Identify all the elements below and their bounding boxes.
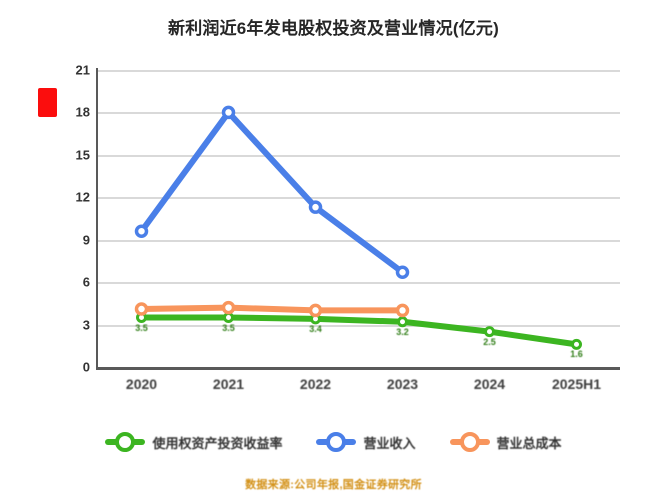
gridline: [98, 154, 620, 157]
x-axis-line: [96, 367, 620, 370]
y-axis-tick-labels: 0 3 6 9 12 15 18 21: [40, 63, 90, 375]
y-tick-label: 12: [75, 189, 90, 205]
legend-label: 使用权资产投资收益率: [152, 435, 283, 451]
x-tick-label: 2021: [212, 376, 245, 392]
y-tick-label: 9: [82, 232, 90, 248]
legend-item-1[interactable]: 营业收入: [316, 432, 416, 452]
x-tick-label: 2025H1: [551, 376, 602, 392]
y-tick-label: 21: [75, 62, 90, 78]
gridline: [98, 112, 620, 115]
gridline: [98, 324, 620, 327]
x-tick-label: 2022: [299, 376, 332, 392]
y-tick-label: 6: [82, 274, 90, 290]
x-tick-label: 2020: [125, 376, 158, 392]
chart-legend: 使用权资产投资收益率 营业收入 营业总成本: [0, 432, 667, 452]
legend-marker-icon: [105, 432, 146, 452]
data-label: 3.4: [309, 323, 322, 334]
x-tick-label: 2023: [386, 376, 419, 392]
y-tick-label: 15: [75, 147, 90, 163]
legend-label: 营业收入: [363, 435, 416, 451]
legend-marker-icon: [316, 432, 357, 452]
data-label: 3.5: [222, 322, 235, 333]
gridline: [98, 197, 620, 200]
data-label: 2.5: [483, 336, 496, 347]
y-tick-label: 18: [75, 104, 90, 120]
data-label: 1.6: [570, 349, 583, 360]
data-label: 3.2: [396, 326, 409, 337]
plot-area: [98, 70, 620, 369]
chart-title: 新利润近6年发电股权投资及营业情况(亿元): [168, 19, 499, 38]
x-tick-label: 2024: [473, 376, 506, 392]
chart-caption: 数据来源:公司年报,国金证券研究所: [245, 479, 422, 491]
gridline: [98, 282, 620, 285]
y-tick-label: 3: [82, 317, 90, 333]
legend-marker-icon: [449, 432, 490, 452]
y-axis-title-redaction-block: [38, 88, 57, 117]
legend-item-2[interactable]: 营业总成本: [449, 432, 562, 452]
y-tick-label: 0: [82, 359, 90, 375]
gridline: [98, 239, 620, 242]
gridline: [98, 70, 620, 72]
legend-label: 营业总成本: [496, 435, 562, 451]
y-axis-line: [96, 68, 98, 369]
data-label: 3.5: [135, 322, 148, 333]
x-axis-tick-labels: 2020 2021 2022 2023 2024 2025H1: [98, 376, 620, 400]
legend-item-0[interactable]: 使用权资产投资收益率: [105, 432, 282, 452]
